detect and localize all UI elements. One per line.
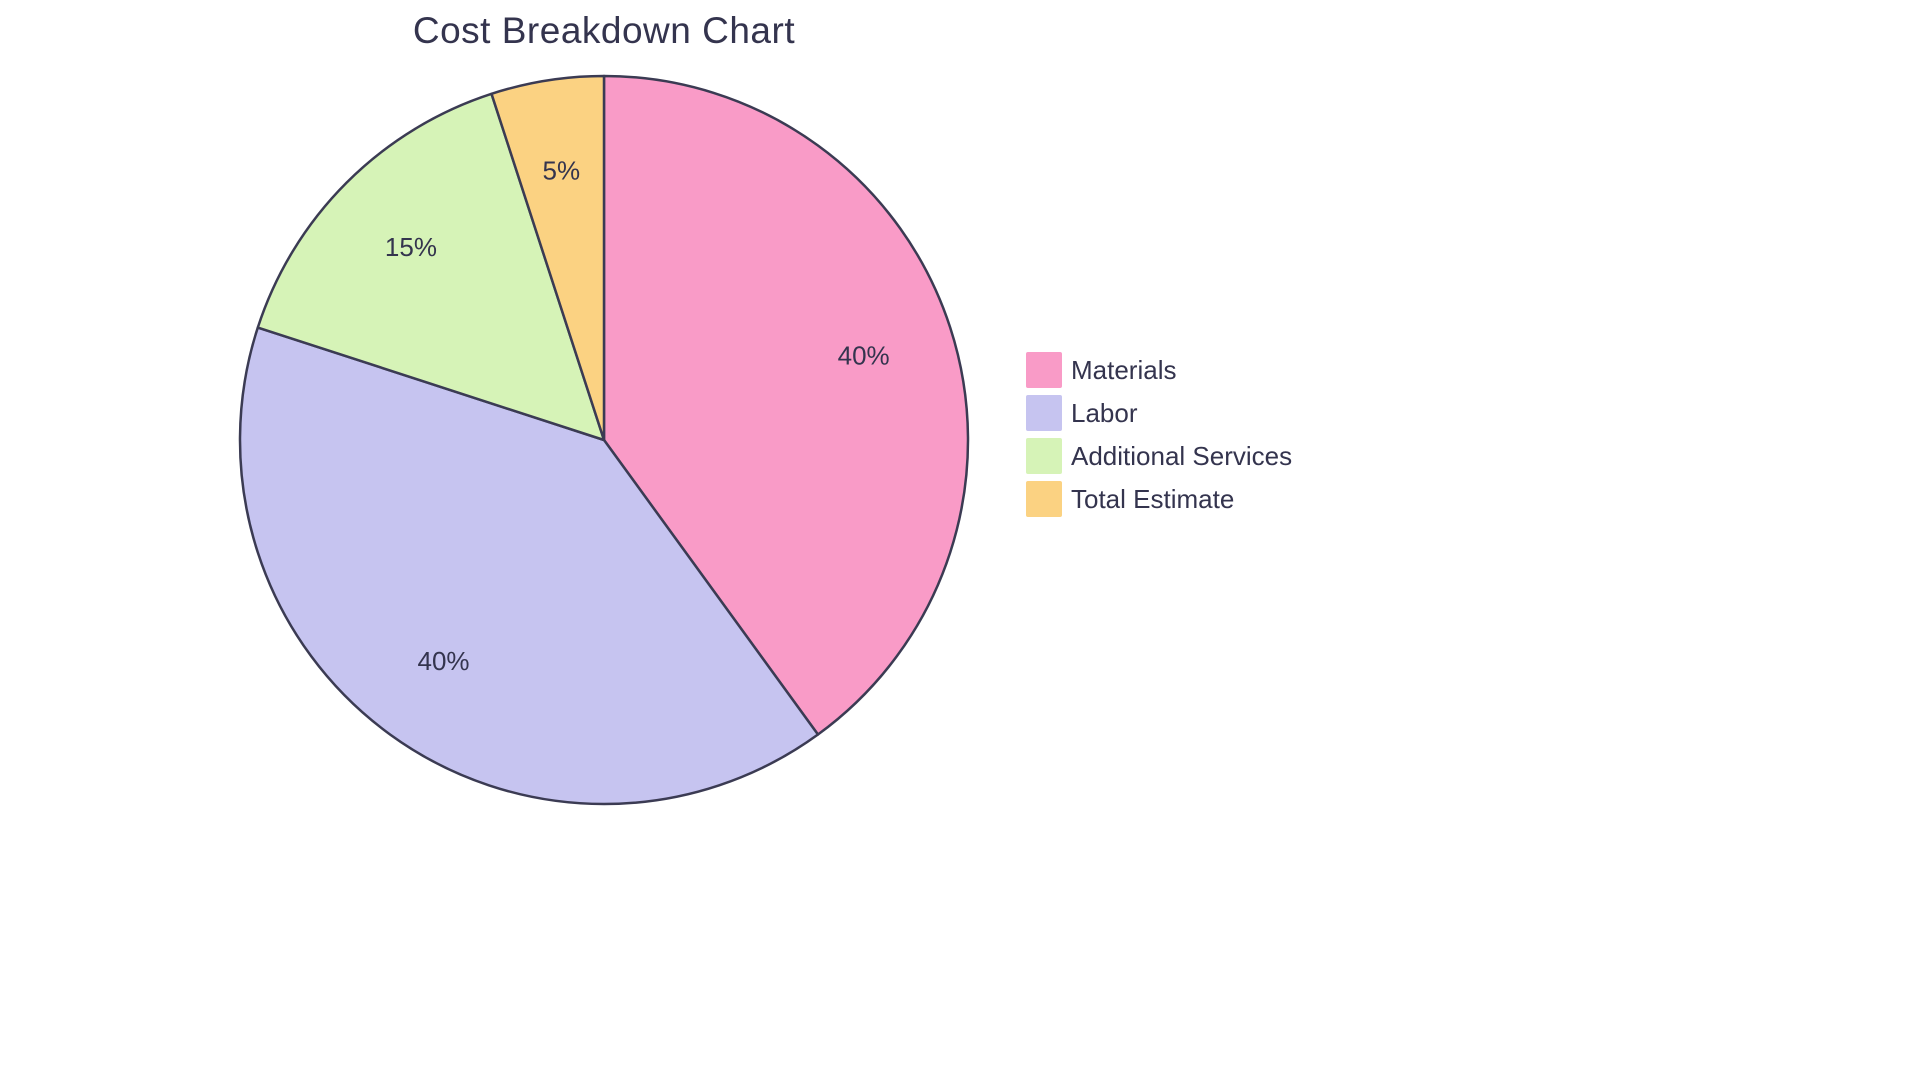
legend-label-total-estimate: Total Estimate bbox=[1071, 483, 1235, 514]
legend-item-labor: Labor bbox=[1026, 395, 1292, 431]
slice-label-total-estimate: 5% bbox=[543, 155, 581, 185]
slice-label-labor: 40% bbox=[418, 646, 470, 676]
pie-slice-additional-services bbox=[256, 92, 606, 442]
slice-label-materials: 40% bbox=[838, 341, 890, 371]
legend-item-total-estimate: Total Estimate bbox=[1026, 481, 1292, 517]
chart-title: Cost Breakdown Chart bbox=[412, 10, 796, 51]
legend-swatch-total-estimate bbox=[1026, 481, 1062, 517]
pie-slice-labor bbox=[238, 326, 820, 806]
slice-label-additional-services: 15% bbox=[385, 232, 437, 262]
legend-swatch-materials bbox=[1026, 352, 1062, 388]
legend: Materials Labor Additional Services Tota… bbox=[1026, 352, 1292, 517]
legend-item-additional-services: Additional Services bbox=[1026, 438, 1292, 474]
legend-label-labor: Labor bbox=[1071, 397, 1138, 428]
legend-label-materials: Materials bbox=[1071, 354, 1177, 385]
legend-swatch-additional-services bbox=[1026, 438, 1062, 474]
pie-slice-total-estimate bbox=[490, 74, 606, 442]
legend-item-materials: Materials bbox=[1026, 352, 1292, 388]
pie-slice-materials bbox=[602, 74, 970, 736]
legend-swatch-labor bbox=[1026, 395, 1062, 431]
legend-label-additional-services: Additional Services bbox=[1071, 440, 1293, 471]
